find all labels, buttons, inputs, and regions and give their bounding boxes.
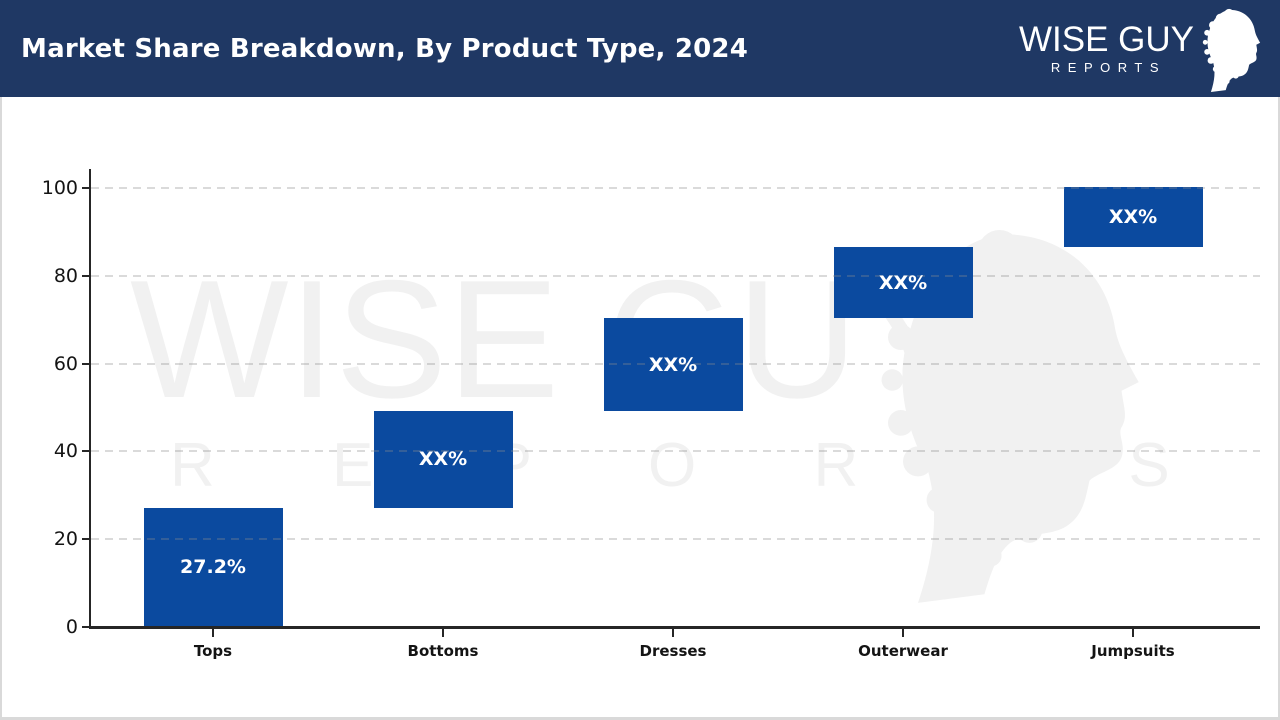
bar-value-label-dresses: XX% [648, 353, 698, 376]
wise-guy-logo: WISE GUY REPORTS [1019, 6, 1266, 92]
x-axis-label-outerwear: Outerwear [858, 642, 948, 660]
logo-text: WISE GUY REPORTS [1019, 22, 1194, 75]
logo-subtext: REPORTS [1050, 60, 1167, 75]
logo-wordmark: WISE GUY [1018, 20, 1194, 59]
bar-value-label-outerwear: XX% [878, 271, 928, 294]
y-tick-label-100: 100 [41, 177, 78, 199]
y-axis-line [89, 169, 91, 629]
x-axis-line [89, 626, 1260, 629]
y-tick-40 [82, 450, 90, 453]
gridline-20 [91, 538, 1260, 541]
bar-value-label-jumpsuits: XX% [1108, 205, 1158, 228]
gridline-40 [91, 450, 1260, 453]
x-axis-label-tops: Tops [193, 642, 233, 660]
y-tick-label-60: 60 [53, 352, 78, 375]
x-tick-dresses [672, 629, 674, 637]
x-tick-outerwear [902, 629, 904, 637]
x-axis-label-dresses: Dresses [639, 642, 707, 660]
y-tick-60 [82, 362, 90, 365]
bar-outerwear [833, 246, 973, 319]
gridline-80 [91, 274, 1260, 277]
x-tick-bottoms [442, 629, 444, 637]
x-tick-jumpsuits [1132, 629, 1134, 637]
bar-jumpsuits [1063, 187, 1203, 247]
y-tick-label-40: 40 [53, 440, 78, 463]
chart-area: WISE GUY R E P O R T S 0 20 40 60 80 100 27.2%… [0, 97, 1280, 720]
x-axis-label-jumpsuits: Jumpsuits [1091, 642, 1175, 660]
bar-bottoms [373, 411, 513, 508]
watermark-wordmark: WISE GUY [130, 245, 971, 433]
bar-tops [143, 507, 283, 627]
chart-title: Market Share Breakdown, By Product Type,… [21, 33, 748, 64]
bar-value-label-tops: 27.2% [180, 556, 246, 579]
y-tick-label-0: 0 [65, 616, 78, 638]
x-tick-tops [212, 629, 214, 637]
gridline-60 [91, 362, 1260, 365]
x-axis-label-bottoms: Bottoms [407, 642, 479, 660]
y-tick-80 [82, 274, 90, 277]
bar-dresses [603, 318, 743, 411]
y-tick-label-20: 20 [53, 528, 78, 551]
bar-value-label-bottoms: XX% [418, 448, 468, 471]
report-header: Market Share Breakdown, By Product Type,… [0, 0, 1280, 97]
y-tick-0 [82, 626, 90, 628]
y-tick-20 [82, 538, 90, 541]
y-tick-label-80: 80 [53, 264, 78, 287]
face-logo-icon [1202, 8, 1261, 92]
y-tick-100 [82, 187, 90, 189]
gridline-100 [91, 187, 1260, 189]
